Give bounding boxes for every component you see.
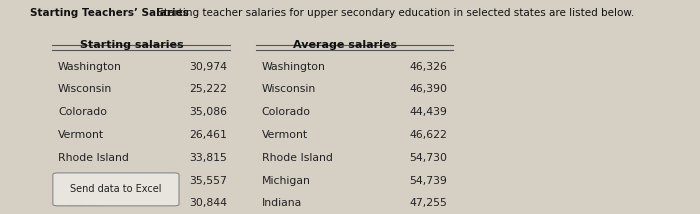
Text: Rhode Island: Rhode Island bbox=[58, 153, 129, 163]
Text: Washington: Washington bbox=[58, 62, 122, 72]
Text: 44,439: 44,439 bbox=[409, 107, 447, 117]
Text: 54,739: 54,739 bbox=[409, 176, 447, 186]
Text: Wisconsin: Wisconsin bbox=[58, 84, 112, 94]
Text: Rhode Island: Rhode Island bbox=[262, 153, 332, 163]
Text: Washington: Washington bbox=[262, 62, 326, 72]
Text: 54,730: 54,730 bbox=[409, 153, 447, 163]
Text: 35,557: 35,557 bbox=[190, 176, 228, 186]
Text: Colorado: Colorado bbox=[58, 107, 107, 117]
Text: Michigan: Michigan bbox=[262, 176, 311, 186]
Text: Indiana: Indiana bbox=[58, 198, 98, 208]
Text: 25,222: 25,222 bbox=[190, 84, 228, 94]
Text: Wisconsin: Wisconsin bbox=[262, 84, 316, 94]
Text: 46,326: 46,326 bbox=[409, 62, 447, 72]
Text: Average salaries: Average salaries bbox=[293, 40, 397, 51]
Text: 26,461: 26,461 bbox=[190, 130, 228, 140]
Text: Vermont: Vermont bbox=[262, 130, 308, 140]
Text: 30,974: 30,974 bbox=[189, 62, 228, 72]
FancyBboxPatch shape bbox=[53, 173, 179, 206]
Text: Michigan: Michigan bbox=[58, 176, 107, 186]
Text: Send data to Excel: Send data to Excel bbox=[70, 184, 162, 194]
Text: Starting Teachers’ Salaries: Starting Teachers’ Salaries bbox=[29, 8, 188, 18]
Text: 46,622: 46,622 bbox=[409, 130, 447, 140]
Text: 35,086: 35,086 bbox=[189, 107, 228, 117]
Text: 33,815: 33,815 bbox=[190, 153, 228, 163]
Text: Starting salaries: Starting salaries bbox=[80, 40, 183, 51]
Text: Indiana: Indiana bbox=[262, 198, 302, 208]
Text: 30,844: 30,844 bbox=[189, 198, 228, 208]
Text: 46,390: 46,390 bbox=[409, 84, 447, 94]
Text: Colorado: Colorado bbox=[262, 107, 311, 117]
Text: 47,255: 47,255 bbox=[409, 198, 447, 208]
Text: Starting teacher salaries for upper secondary education in selected states are l: Starting teacher salaries for upper seco… bbox=[154, 8, 634, 18]
Text: Vermont: Vermont bbox=[58, 130, 104, 140]
